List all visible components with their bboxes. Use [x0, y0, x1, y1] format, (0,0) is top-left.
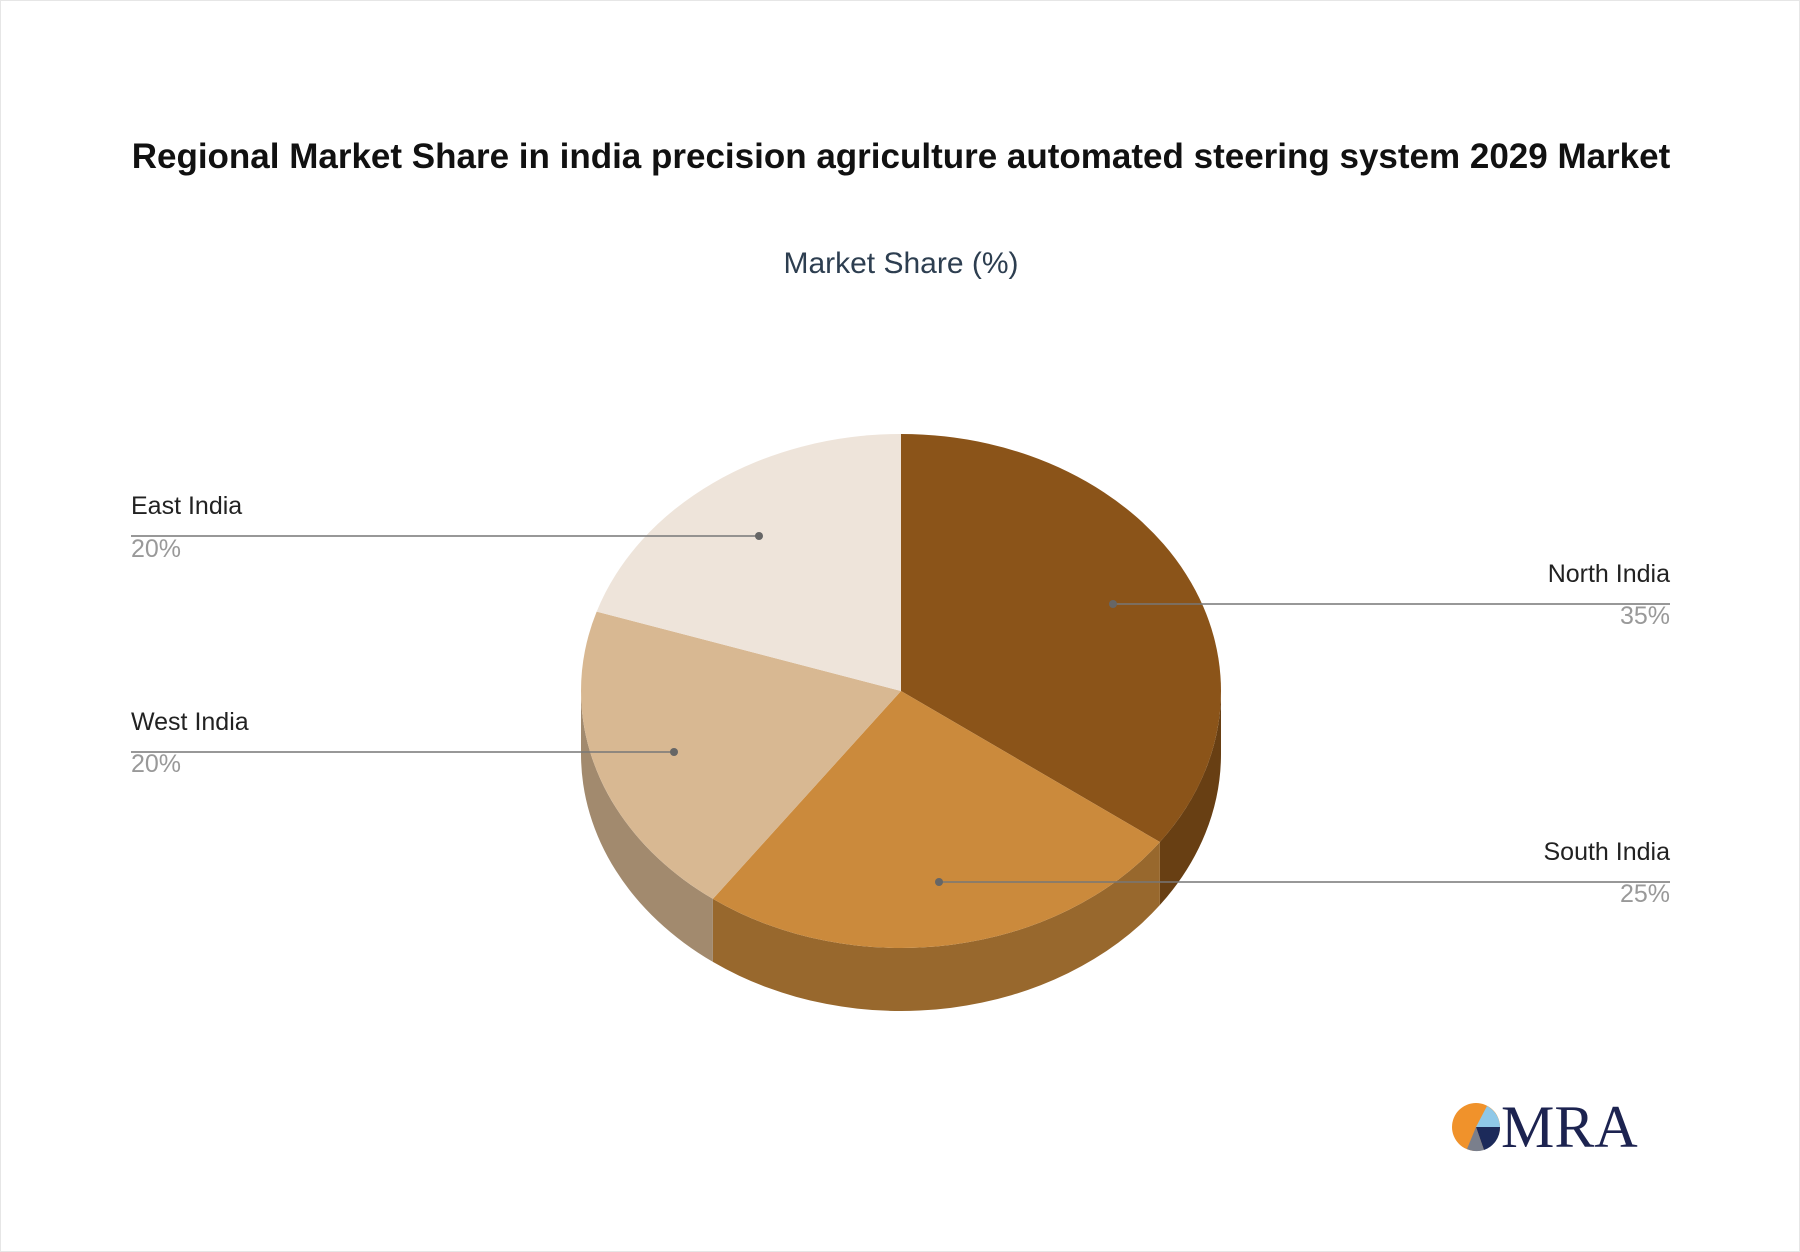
slice-value-label: 25%: [1620, 880, 1670, 908]
slice-label: South India: [1544, 838, 1671, 866]
leader-dot: [670, 748, 678, 756]
slice-side: [712, 842, 1160, 1011]
slice-value-label: 35%: [1620, 602, 1670, 630]
slice-value-label: 20%: [131, 535, 181, 563]
slice-label: North India: [1548, 560, 1670, 588]
slice-value-label: 20%: [131, 750, 181, 778]
slice: [596, 434, 901, 691]
slice-side: [1159, 691, 1221, 906]
leader-dot: [755, 532, 763, 540]
slice-label: East India: [131, 492, 242, 520]
chart-title: Regional Market Share in india precision…: [131, 137, 1671, 176]
slice: [901, 434, 1221, 843]
chart-subtitle: Market Share (%): [783, 247, 1019, 280]
logo-icon: [1452, 1103, 1501, 1152]
logo-text: MRA: [1501, 1094, 1638, 1160]
leader-dot: [1109, 600, 1117, 608]
slice-side: [581, 691, 713, 962]
slice: [712, 691, 1160, 948]
slice-label: West India: [131, 708, 249, 736]
leader-dot: [935, 878, 943, 886]
slice: [581, 611, 901, 899]
